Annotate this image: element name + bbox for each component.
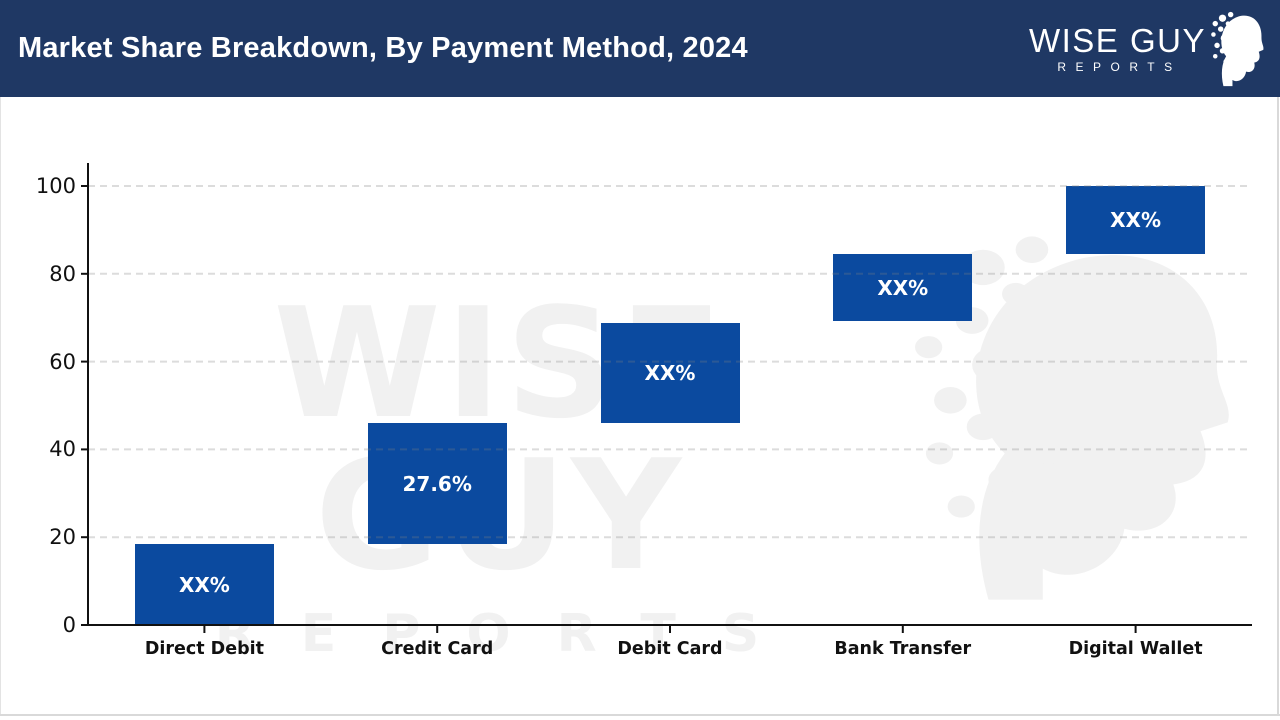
x-axis-category-label: Digital Wallet — [1068, 639, 1203, 659]
chart-title: Market Share Breakdown, By Payment Metho… — [18, 32, 748, 64]
frame-right-line — [1277, 97, 1279, 716]
bar-value-label: XX% — [877, 275, 929, 300]
x-axis-category-label: Bank Transfer — [834, 639, 972, 659]
x-axis-category-label: Debit Card — [617, 639, 723, 659]
y-axis-tick-label: 60 — [49, 349, 76, 374]
brand-head-icon — [1211, 11, 1264, 86]
bar-segment-digital-wallet: XX% — [1066, 186, 1206, 255]
y-axis-tick-label: 40 — [49, 437, 76, 462]
y-axis-tick-label: 20 — [49, 525, 76, 550]
header-bar: Market Share Breakdown, By Payment Metho… — [0, 0, 1280, 97]
brand-logo: WISE GUY REPORTS — [1029, 9, 1266, 89]
bar-segment-debit-card: XX% — [600, 322, 740, 424]
y-axis-tick-label: 80 — [49, 261, 76, 286]
x-axis-category-label: Direct Debit — [144, 639, 264, 659]
bar-value-label: XX% — [1110, 208, 1162, 233]
frame-bottom-line — [0, 714, 1280, 716]
brand-subname-text: REPORTS — [1057, 60, 1182, 74]
waterfall-chart: XX% 27.6% XX% XX% XX% 0 20 40 60 80 100 Direct Debi… — [0, 97, 1280, 720]
frame-left-line — [0, 97, 1, 716]
x-axis-category-label: Credit Card — [381, 639, 494, 659]
bar-segment-credit-card: 27.6% — [367, 423, 507, 545]
y-axis-tick-label: 0 — [62, 613, 76, 637]
bar-segment-direct-debit: XX% — [134, 544, 274, 625]
brand-name-text: WISE GUY — [1028, 22, 1206, 59]
y-axis-tick-label: 100 — [35, 174, 76, 198]
bar-segment-bank-transfer: XX% — [833, 254, 973, 322]
brand-wordmark: WISE GUY REPORTS — [1029, 24, 1206, 73]
bar-value-label: XX% — [644, 360, 696, 385]
bar-value-label: 27.6% — [402, 471, 472, 496]
bar-value-label: XX% — [178, 572, 230, 597]
